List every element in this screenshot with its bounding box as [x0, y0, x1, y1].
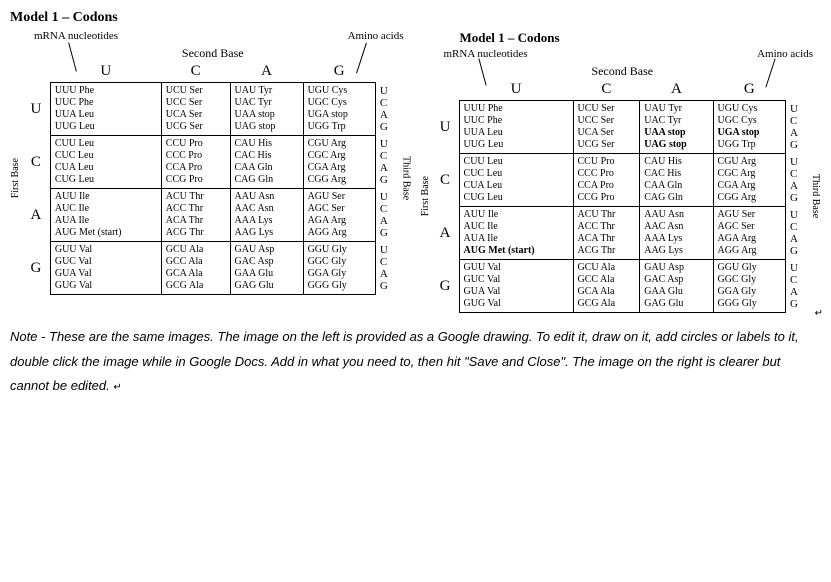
cell-uu: UUU Phe UUC Phe UUA Leu UUG Leu [55, 85, 157, 133]
cell-ug-r: UGU Cys UGC CysUGA stopUGG Trp [718, 103, 782, 151]
col-u-r: U [459, 79, 573, 101]
label-mrna-left: mRNA nucleotides [34, 30, 118, 42]
row-a: A [22, 189, 50, 242]
col-a: A [230, 61, 303, 83]
cell-ag-r: AGU Ser AGC Ser AGA Arg AGG Arg [718, 209, 782, 257]
label-mrna-right: mRNA nucleotides [444, 48, 528, 60]
label-third-base-left: Third Base [400, 154, 412, 202]
cell-gc: GCU Ala GCC Ala GCA Ala GCG Ala [166, 244, 226, 292]
label-amino-right: Amino acids [757, 48, 813, 60]
cell-ug: UGU Cys UGC Cys UGA stop UGG Trp [308, 85, 371, 133]
cell-au: AUU Ile AUC Ile AUA Ile AUG Met (start) [55, 191, 157, 239]
codon-table-right-grid: U C A G U UUU Phe UUC Phe UUA Leu UUG Le… [432, 79, 810, 313]
label-second-right: Second Base [440, 64, 806, 79]
third-g: U C A G [375, 242, 399, 295]
cell-ac: ACU Thr ACC Thr ACA Thr ACG Thr [166, 191, 226, 239]
cell-ag: AGU Ser AGC Ser AGA Arg AGG Arg [308, 191, 371, 239]
cell-ua-r: UAU Tyr UAC TyrUAA stopUAG stop [644, 103, 708, 151]
third-a: U C A G [375, 189, 399, 242]
cell-au-r: AUU Ile AUC Ile AUA IleAUG Met (start) [464, 209, 569, 257]
paragraph-mark-icon: ↵ [815, 308, 823, 319]
col-g: G [303, 61, 375, 83]
cell-uu-r: UUU Phe UUC Phe UUA Leu UUG Leu [464, 103, 569, 151]
row-c-r: C [432, 154, 460, 207]
col-c-r: C [573, 79, 640, 101]
label-third-base-right: Third Base [809, 172, 821, 220]
paragraph-mark-icon2: ↵ [113, 382, 121, 393]
cell-cc: CCU Pro CCC Pro CCA Pro CCG Pro [166, 138, 226, 186]
cell-gg-r: GGU Gly GGC Gly GGA Gly GGG Gly [718, 262, 782, 310]
cell-ca-r: CAU His CAC His CAA Gln CAG Gln [644, 156, 708, 204]
cell-aa-r: AAU Asn AAC Asn AAA Lys AAG Lys [644, 209, 708, 257]
cell-cu-r: CUU Leu CUC Leu CUA Leu CUG Leu [464, 156, 569, 204]
col-u: U [50, 61, 161, 83]
third-c-r: U C A G [786, 154, 809, 207]
codon-table-right: Model 1 – Codons mRNA nucleotides Amino … [420, 30, 822, 313]
page-main-title: Model 1 – Codons [10, 10, 821, 26]
label-amino-left: Amino acids [348, 30, 404, 42]
third-u-r: U C A G [786, 101, 809, 154]
codon-table-left-grid: U C A G U UUU Phe UUC Phe UUA Leu UUG Le… [22, 61, 400, 295]
row-c: C [22, 136, 50, 189]
cell-uc: UCU Ser UCC Ser UCA Ser UCG Ser [166, 85, 226, 133]
cell-gg: GGU Gly GGC Gly GGA Gly GGG Gly [308, 244, 371, 292]
tables-row: mRNA nucleotides Amino acids Second Base… [10, 30, 821, 313]
cell-gc-r: GCU Ala GCC Ala GCA Ala GCG Ala [578, 262, 636, 310]
right-title: Model 1 – Codons [460, 30, 822, 46]
cell-ua: UAU Tyr UAC Tyr UAA stop UAG stop [235, 85, 299, 133]
row-u-r: U [432, 101, 460, 154]
codon-table-left: mRNA nucleotides Amino acids Second Base… [10, 30, 412, 295]
cell-aa: AAU Asn AAC Asn AAA Lys AAG Lys [235, 191, 299, 239]
cell-gu-r: GUU Val GUC Val GUA Val GUG Val [464, 262, 569, 310]
cell-ga: GAU Asp GAC Asp GAA Glu GAG Glu [235, 244, 299, 292]
col-a-r: A [640, 79, 713, 101]
col-c: C [161, 61, 230, 83]
label-first-base-left: First Base [10, 156, 22, 200]
cell-uc-r: UCU Ser UCC Ser UCA Ser UCG Ser [578, 103, 636, 151]
row-g-r: G [432, 260, 460, 313]
cell-ca: CAU His CAC His CAA Gln CAG Gln [235, 138, 299, 186]
third-c: U C A G [375, 136, 399, 189]
third-a-r: U C A G [786, 207, 809, 260]
cell-cc-r: CCU Pro CCC Pro CCA Pro CCG Pro [578, 156, 636, 204]
col-g-r: G [713, 79, 786, 101]
third-g-r: U C A G [786, 260, 809, 313]
cell-ac-r: ACU Thr ACC Thr ACA Thr ACG Thr [578, 209, 636, 257]
row-a-r: A [432, 207, 460, 260]
note-text: Note - These are the same images. The im… [10, 325, 821, 399]
row-u: U [22, 83, 50, 136]
label-first-base-right: First Base [420, 174, 432, 218]
third-u: U C A G [375, 83, 399, 136]
row-g: G [22, 242, 50, 295]
cell-cu: CUU Leu CUC Leu CUA Leu CUG Leu [55, 138, 157, 186]
cell-cg: CGU Arg CGC Arg CGA Arg CGG Arg [308, 138, 371, 186]
cell-cg-r: CGU Arg CGC Arg CGA Arg CGG Arg [718, 156, 782, 204]
cell-ga-r: GAU Asp GAC Asp GAA Glu GAG Glu [644, 262, 708, 310]
cell-gu: GUU Val GUC Val GUA Val GUG Val [55, 244, 157, 292]
label-second-left: Second Base [30, 46, 396, 61]
